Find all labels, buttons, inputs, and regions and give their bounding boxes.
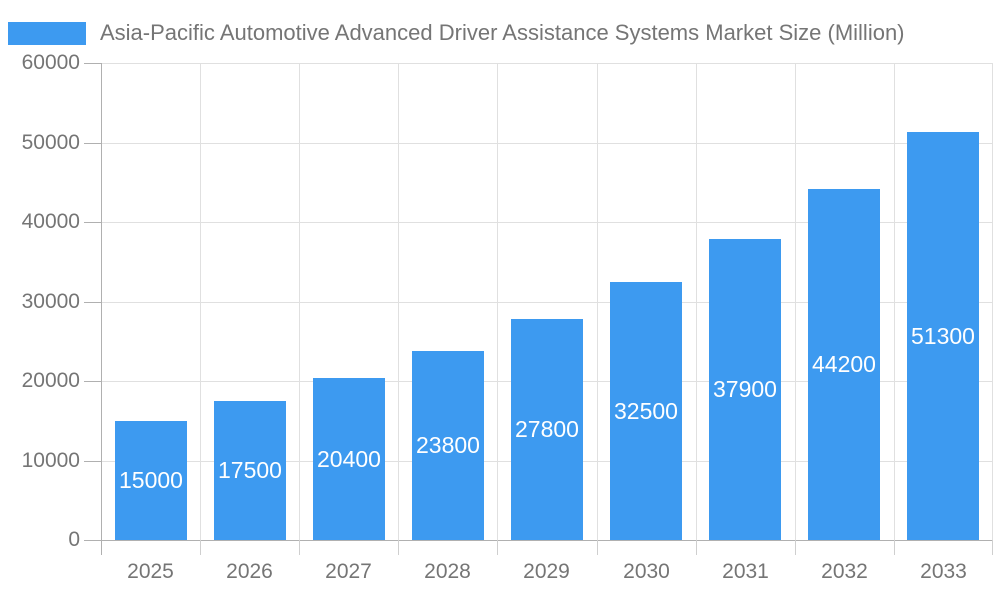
x-axis-tick-label: 2026 [226, 560, 273, 583]
y-axis-tick-label: 40000 [21, 210, 80, 233]
bar-value-label: 37900 [713, 376, 777, 402]
bar-value-label: 44200 [812, 351, 876, 377]
x-axis-tick-label: 2028 [424, 560, 471, 583]
legend: Asia-Pacific Automotive Advanced Driver … [8, 20, 905, 46]
y-axis-tick-label: 20000 [21, 369, 80, 392]
bar [313, 378, 385, 540]
y-tick-mark [84, 302, 101, 303]
y-tick-mark [84, 222, 101, 223]
y-tick-mark [84, 461, 101, 462]
bar-value-label: 27800 [515, 416, 579, 442]
x-axis-tick-label: 2031 [722, 560, 769, 583]
y-axis-tick-label: 10000 [21, 449, 80, 472]
bar [412, 351, 484, 540]
y-tick-mark [84, 540, 101, 541]
bar [115, 421, 187, 540]
x-tick-mark [398, 540, 399, 555]
y-tick-mark [84, 381, 101, 382]
x-tick-mark [597, 540, 598, 555]
x-axis-tick-label: 2030 [623, 560, 670, 583]
v-gridline [992, 63, 993, 540]
bar-value-label: 20400 [317, 446, 381, 472]
y-tick-mark [84, 143, 101, 144]
bar [610, 282, 682, 540]
v-gridline [696, 63, 697, 540]
x-tick-mark [894, 540, 895, 555]
bar-value-label: 23800 [416, 432, 480, 458]
x-axis-tick-label: 2025 [127, 560, 174, 583]
v-gridline [597, 63, 598, 540]
x-tick-mark [795, 540, 796, 555]
h-gridline [101, 222, 993, 223]
x-tick-mark [992, 540, 993, 555]
v-gridline [795, 63, 796, 540]
x-axis-tick-label: 2033 [920, 560, 967, 583]
bar [511, 319, 583, 540]
v-gridline [398, 63, 399, 540]
bar [808, 189, 880, 540]
y-tick-mark [84, 63, 101, 64]
y-axis-line [101, 63, 102, 555]
h-gridline [101, 302, 993, 303]
h-gridline [101, 63, 993, 64]
x-axis-line [84, 540, 993, 541]
x-tick-mark [200, 540, 201, 555]
x-tick-mark [101, 540, 102, 555]
bar-value-label: 15000 [119, 467, 183, 493]
bar [214, 401, 286, 540]
legend-swatch [8, 21, 86, 45]
x-tick-mark [299, 540, 300, 555]
v-gridline [299, 63, 300, 540]
x-tick-mark [696, 540, 697, 555]
chart-title: Asia-Pacific Automotive Advanced Driver … [100, 20, 905, 45]
bar-value-label: 32500 [614, 398, 678, 424]
bar [907, 132, 979, 540]
v-gridline [894, 63, 895, 540]
plot-area: 15000 17500 20400 23800 27800 32500 37900 44200… [101, 63, 993, 540]
y-axis-tick-label: 60000 [21, 51, 80, 74]
y-axis-tick-label: 30000 [21, 290, 80, 313]
v-gridline [200, 63, 201, 540]
v-gridline [497, 63, 498, 540]
y-axis-tick-label: 50000 [21, 131, 80, 154]
bar-value-label: 17500 [218, 457, 282, 483]
y-axis-tick-label: 0 [68, 528, 80, 551]
bar-value-label: 51300 [911, 323, 975, 349]
x-tick-mark [497, 540, 498, 555]
h-gridline [101, 143, 993, 144]
x-axis-tick-label: 2032 [821, 560, 868, 583]
bar [709, 239, 781, 540]
x-axis-tick-label: 2027 [325, 560, 372, 583]
x-axis-tick-label: 2029 [523, 560, 570, 583]
